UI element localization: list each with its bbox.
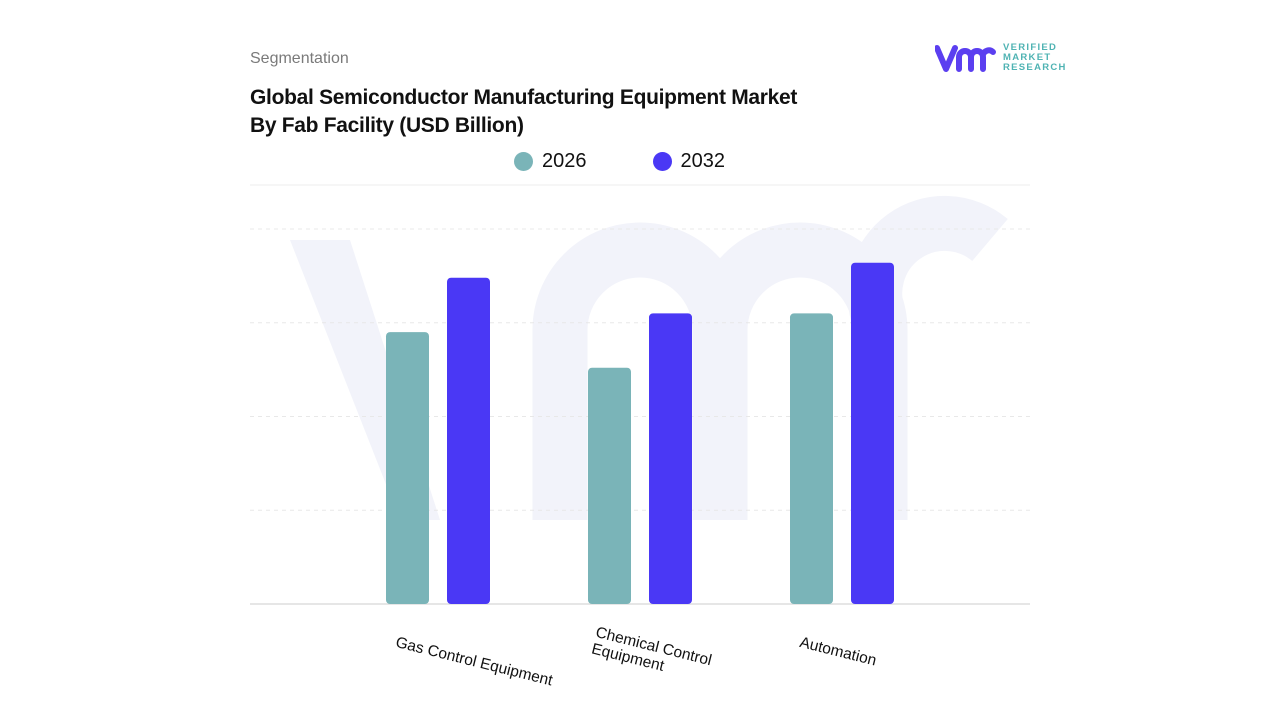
logo-line: RESEARCH bbox=[1003, 62, 1067, 73]
logo-line: VERIFIED bbox=[1003, 42, 1058, 53]
logo-line: MARKET bbox=[1003, 52, 1052, 63]
legend-item-2026: 2026 bbox=[514, 150, 587, 173]
section-label: Segmentation bbox=[250, 50, 349, 67]
logo: VERIFIED MARKET RESEARCH bbox=[935, 43, 1067, 73]
bar-2032 bbox=[447, 277, 490, 604]
bar-2026 bbox=[386, 332, 429, 604]
legend-swatch bbox=[652, 152, 672, 171]
legend-item-2032: 2032 bbox=[652, 150, 726, 173]
legend: 2026 2032 bbox=[514, 150, 725, 173]
legend-swatch bbox=[514, 152, 533, 171]
bar-2026 bbox=[588, 367, 631, 604]
chart-title: Global Semiconductor Manufacturing Equip… bbox=[250, 84, 797, 140]
bar-2032 bbox=[649, 313, 692, 604]
title-line-1: Global Semiconductor Manufacturing Equip… bbox=[250, 86, 798, 109]
vmr-logo-icon bbox=[935, 45, 996, 72]
bar-2032 bbox=[851, 262, 894, 604]
title-line-2: By Fab Facility (USD Billion) bbox=[250, 114, 524, 137]
legend-label: 2032 bbox=[680, 150, 726, 172]
legend-label: 2026 bbox=[542, 150, 587, 172]
bar-2026 bbox=[790, 313, 833, 604]
